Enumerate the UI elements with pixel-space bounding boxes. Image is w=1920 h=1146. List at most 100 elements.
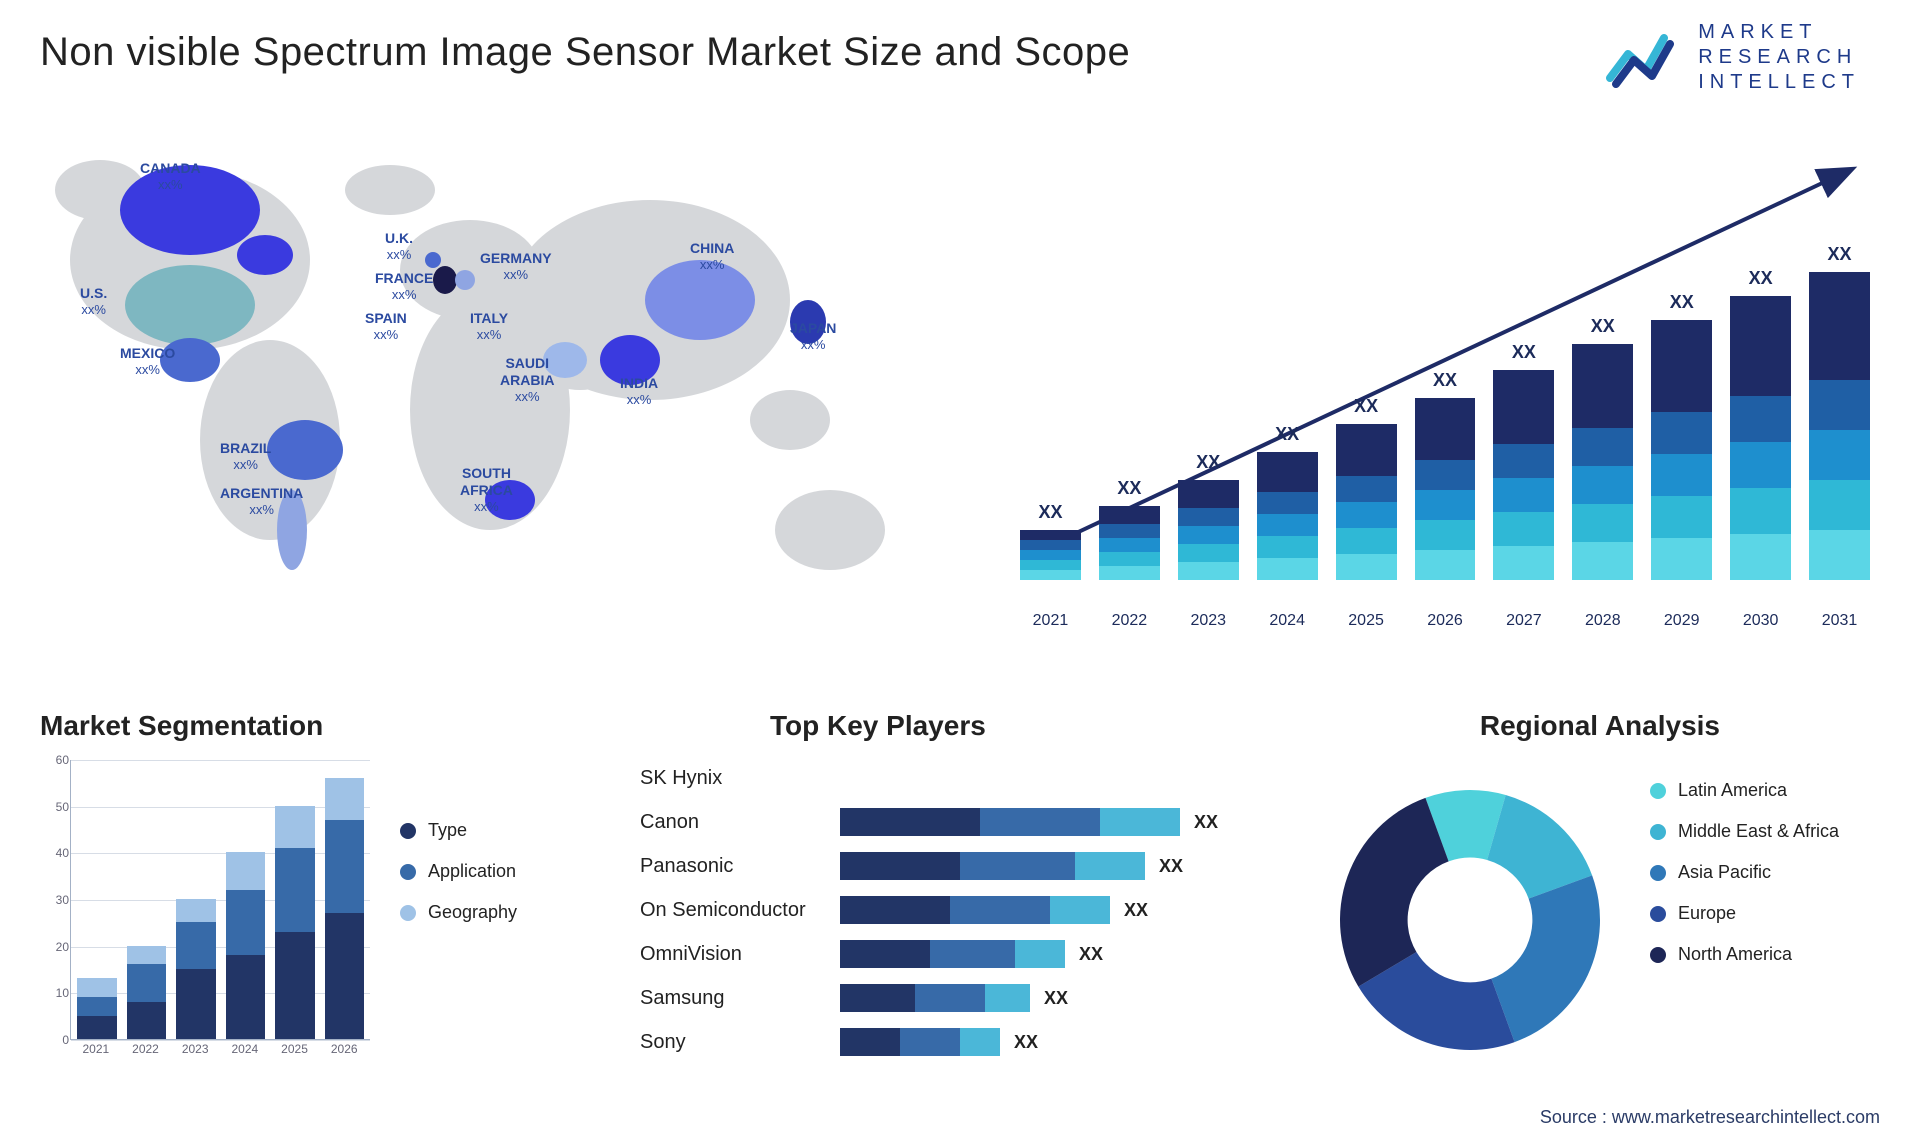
legend-item: Latin America [1650,780,1839,801]
map-label: CANADAxx% [140,160,201,192]
seg-ytick: 40 [45,846,69,860]
map-label: JAPANxx% [790,320,836,352]
growth-xtick: 2028 [1572,612,1633,630]
growth-bar: XX [1099,506,1160,580]
donut-chart [1320,770,1620,1070]
player-bar [840,896,1110,924]
player-name: Panasonic [640,855,840,878]
logo-mark-icon [1606,28,1684,88]
brand-logo: MARKET RESEARCH INTELLECT [1606,20,1860,95]
player-name: Canon [640,811,840,834]
segmentation-legend: Type Application Geography [400,820,517,943]
player-name: Sony [640,1031,840,1054]
seg-ytick: 30 [45,893,69,907]
donut-slice [1340,798,1449,987]
segmentation-chart-panel: 0102030405060 2021 2022 2023 2024 2025 2026 T… [40,760,600,1100]
legend-item: North America [1650,944,1839,965]
regional-legend: Latin America Middle East & Africa Asia Pa… [1650,780,1839,985]
growth-xtick: 2022 [1099,612,1160,630]
player-value: XX [1014,1032,1038,1053]
growth-xtick: 2030 [1730,612,1791,630]
legend-item: Europe [1650,903,1839,924]
map-label: U.K.xx% [385,230,413,262]
growth-xtick: 2023 [1178,612,1239,630]
legend-item: Asia Pacific [1650,862,1839,883]
growth-bar: XX [1651,320,1712,580]
player-value: XX [1044,988,1068,1009]
player-bar [840,1028,1000,1056]
player-bar [840,808,1180,836]
map-label: INDIAxx% [620,375,658,407]
player-name: Samsung [640,987,840,1010]
growth-bar: XX [1336,424,1397,580]
growth-bar: XX [1572,344,1633,580]
map-label: BRAZILxx% [220,440,271,472]
map-label: SPAINxx% [365,310,407,342]
donut-slice [1491,875,1600,1042]
player-row: On SemiconductorXX [640,892,1280,928]
growth-chart-panel: XXXXXXXXXXXXXXXXXXXXXX 20212022202320242… [1010,150,1880,630]
growth-bar: XX [1020,530,1081,580]
player-value: XX [1159,856,1183,877]
legend-item: Application [400,861,517,882]
growth-bars: XXXXXXXXXXXXXXXXXXXXXX [1010,150,1880,580]
seg-xtick: 2025 [275,1042,315,1056]
players-heading: Top Key Players [770,710,986,742]
growth-xtick: 2026 [1415,612,1476,630]
source-attribution: Source : www.marketresearchintellect.com [1540,1107,1880,1128]
map-label: SAUDIARABIAxx% [500,355,554,404]
seg-xtick: 2021 [76,1042,116,1056]
map-label: ITALYxx% [470,310,508,342]
growth-bar: XX [1178,480,1239,580]
map-label: SOUTHAFRICAxx% [460,465,513,514]
seg-xtick: 2022 [126,1042,166,1056]
growth-bar: XX [1257,452,1318,580]
seg-bar [325,778,365,1039]
growth-bar: XX [1730,296,1791,580]
seg-xtick: 2023 [175,1042,215,1056]
seg-xtick: 2026 [324,1042,364,1056]
growth-bar: XX [1415,398,1476,580]
player-row: Sony XX [640,1024,1280,1060]
growth-xtick: 2031 [1809,612,1870,630]
legend-item: Middle East & Africa [1650,821,1839,842]
seg-ytick: 20 [45,940,69,954]
regional-chart-panel: Latin America Middle East & Africa Asia Pa… [1320,760,1880,1100]
seg-ytick: 0 [45,1033,69,1047]
segmentation-chart: 0102030405060 [70,760,370,1040]
growth-xaxis: 2021202220232024202520262027202820292030… [1010,612,1880,630]
seg-ytick: 10 [45,986,69,1000]
legend-item: Geography [400,902,517,923]
regional-heading: Regional Analysis [1480,710,1720,742]
player-row: SK Hynix [640,760,1280,796]
map-label: U.S.xx% [80,285,107,317]
player-row: Samsung XX [640,980,1280,1016]
seg-ytick: 60 [45,753,69,767]
segmentation-heading: Market Segmentation [40,710,323,742]
map-label: CHINAxx% [690,240,734,272]
growth-bar: XX [1809,272,1870,580]
world-map-svg [40,130,940,650]
segmentation-xaxis: 2021 2022 2023 2024 2025 2026 [70,1042,370,1056]
seg-bar [77,978,117,1039]
player-row: Panasonic XX [640,848,1280,884]
logo-text: MARKET RESEARCH INTELLECT [1698,20,1860,95]
player-bar [840,940,1065,968]
map-label: GERMANYxx% [480,250,552,282]
world-map-panel: CANADAxx%U.S.xx%MEXICOxx%BRAZILxx%ARGENT… [40,130,940,650]
seg-xtick: 2024 [225,1042,265,1056]
seg-bar [176,899,216,1039]
player-name: On Semiconductor [640,899,840,922]
seg-ytick: 50 [45,800,69,814]
legend-item: Type [400,820,517,841]
player-row: OmniVisionXX [640,936,1280,972]
growth-bar: XX [1493,370,1554,580]
player-value: XX [1079,944,1103,965]
seg-bar [127,946,167,1039]
player-row: CanonXX [640,804,1280,840]
growth-xtick: 2029 [1651,612,1712,630]
page-title: Non visible Spectrum Image Sensor Market… [40,30,1130,75]
growth-xtick: 2021 [1020,612,1081,630]
player-bar [840,852,1145,880]
growth-xtick: 2024 [1257,612,1318,630]
